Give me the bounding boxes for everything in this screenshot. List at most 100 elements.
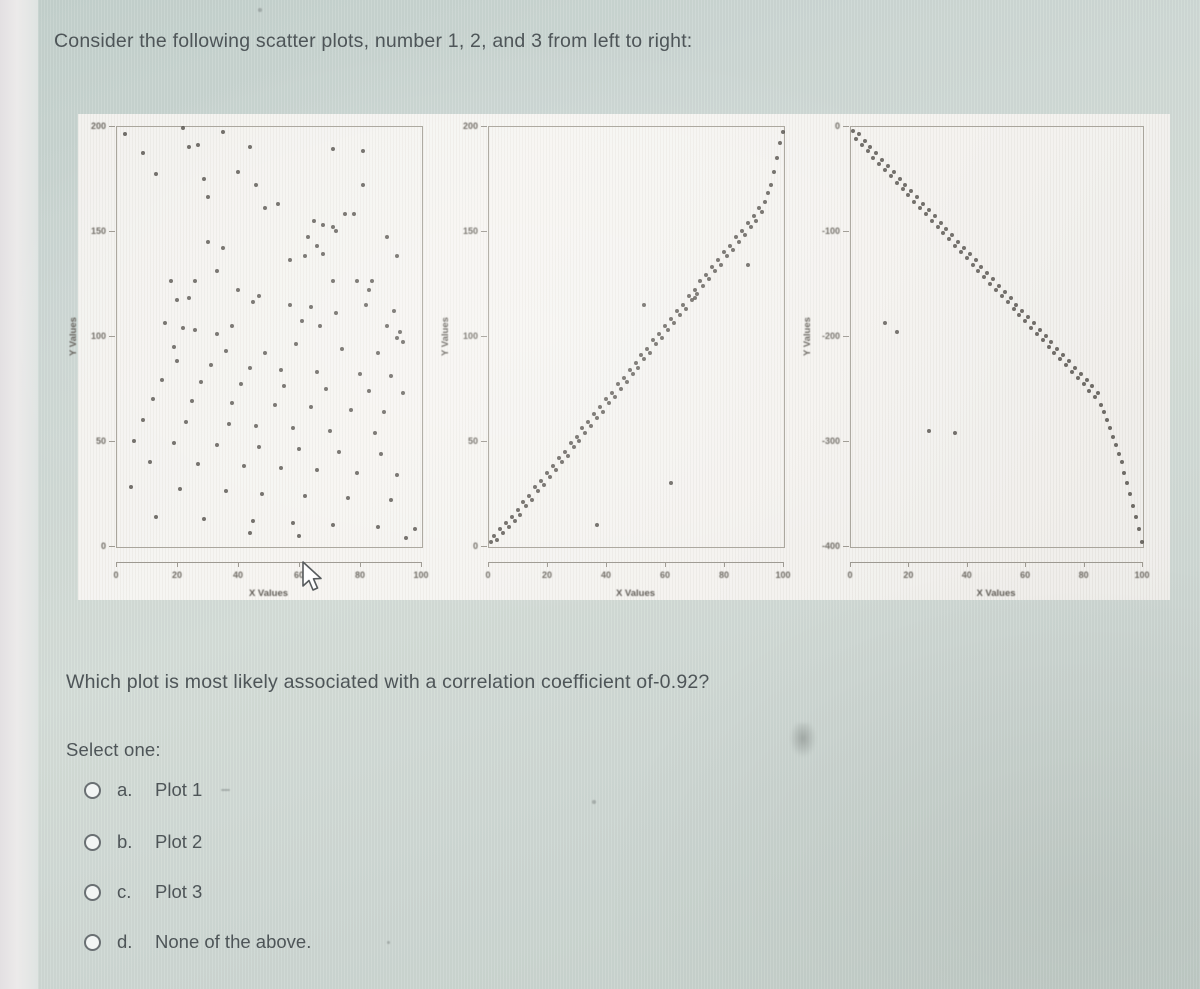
data-point xyxy=(293,342,298,347)
intro-text: Consider the following scatter plots, nu… xyxy=(54,30,693,52)
data-point xyxy=(710,264,715,269)
x-axis-tick-label: 0 xyxy=(847,570,853,580)
option-c-letter: c. xyxy=(117,881,132,902)
option-b[interactable]: b. Plot 2 xyxy=(84,829,202,855)
data-point xyxy=(598,405,603,410)
data-point xyxy=(536,489,541,494)
data-point xyxy=(318,323,323,328)
data-point xyxy=(229,401,234,406)
data-point xyxy=(1125,481,1130,485)
option-a[interactable]: a. Plot 1 xyxy=(84,777,202,803)
option-d[interactable]: d. None of the above. xyxy=(84,929,311,955)
data-point xyxy=(1011,306,1016,311)
data-point xyxy=(1122,470,1127,475)
data-point xyxy=(932,214,937,219)
data-point xyxy=(1096,390,1101,395)
data-point xyxy=(601,409,606,414)
data-point xyxy=(719,262,724,267)
x-axis-tick xyxy=(1025,562,1027,567)
data-point xyxy=(754,218,759,223)
data-point xyxy=(894,180,899,185)
data-point xyxy=(604,397,608,401)
data-point xyxy=(1052,350,1057,355)
data-point xyxy=(321,222,326,227)
data-point xyxy=(556,455,561,460)
radio-option-c[interactable] xyxy=(84,883,101,901)
data-point xyxy=(287,302,292,307)
data-point xyxy=(689,298,694,303)
data-point xyxy=(853,136,858,141)
plot-3-axes-frame xyxy=(850,126,1144,548)
option-c[interactable]: c. Plot 3 xyxy=(84,879,202,905)
data-point xyxy=(1049,340,1054,345)
data-point xyxy=(1078,371,1083,376)
data-point xyxy=(342,212,347,217)
y-axis-tick-label: 0 xyxy=(472,541,478,551)
data-point xyxy=(944,226,949,231)
data-point xyxy=(153,172,158,177)
plot-2-axes-frame xyxy=(488,126,785,548)
data-point xyxy=(665,327,670,332)
data-point xyxy=(921,201,925,206)
data-point xyxy=(1113,443,1118,448)
data-point xyxy=(748,224,753,229)
data-point xyxy=(403,535,408,540)
data-point xyxy=(627,367,632,372)
y-axis-tick xyxy=(481,231,487,232)
data-point xyxy=(757,205,762,210)
data-point xyxy=(220,130,225,135)
x-axis-tick xyxy=(665,562,666,567)
x-axis-tick-label: 100 xyxy=(775,570,791,580)
option-a-letter: a. xyxy=(117,779,133,800)
data-point xyxy=(883,321,888,326)
data-point xyxy=(281,384,286,389)
radio-option-a[interactable] xyxy=(84,781,101,799)
data-point xyxy=(309,405,314,410)
data-point xyxy=(223,348,228,353)
radio-option-b[interactable] xyxy=(84,833,101,851)
data-point xyxy=(123,132,128,137)
data-point xyxy=(1128,491,1133,496)
y-axis-tick-label: 150 xyxy=(462,226,478,236)
data-point xyxy=(894,329,899,334)
data-point xyxy=(533,485,538,490)
data-point xyxy=(223,489,228,494)
data-point xyxy=(1037,327,1042,332)
data-point xyxy=(918,205,923,210)
data-point xyxy=(912,199,917,204)
y-axis-tick xyxy=(843,231,849,232)
data-point xyxy=(671,321,676,326)
data-point xyxy=(778,140,783,145)
data-point xyxy=(615,382,620,387)
data-point xyxy=(175,359,179,364)
data-point xyxy=(193,279,198,284)
data-point xyxy=(382,409,387,414)
data-point xyxy=(621,376,626,380)
data-point xyxy=(772,170,777,175)
x-axis-tick-label: 40 xyxy=(961,570,972,580)
data-point xyxy=(1104,418,1109,422)
option-a-label: Plot 1 xyxy=(155,779,203,800)
data-point xyxy=(692,296,697,301)
x-axis-tick-label: 20 xyxy=(541,570,553,580)
data-point xyxy=(361,182,366,187)
data-point xyxy=(1034,331,1039,336)
data-point xyxy=(205,195,210,200)
x-axis-tick-label: 20 xyxy=(903,570,914,580)
plot-1-axes-frame xyxy=(116,126,423,548)
x-axis-tick xyxy=(488,562,489,567)
data-point xyxy=(290,520,295,525)
data-point xyxy=(257,445,262,450)
data-point xyxy=(648,350,653,355)
data-point xyxy=(775,155,780,160)
data-point xyxy=(376,525,381,530)
data-point xyxy=(909,189,914,194)
radio-option-d[interactable] xyxy=(84,933,101,951)
data-point xyxy=(1017,313,1022,317)
data-point xyxy=(251,300,256,305)
data-point xyxy=(391,308,396,313)
data-point xyxy=(168,279,173,284)
data-point xyxy=(633,361,638,366)
data-point xyxy=(141,418,146,422)
data-point xyxy=(985,271,990,275)
